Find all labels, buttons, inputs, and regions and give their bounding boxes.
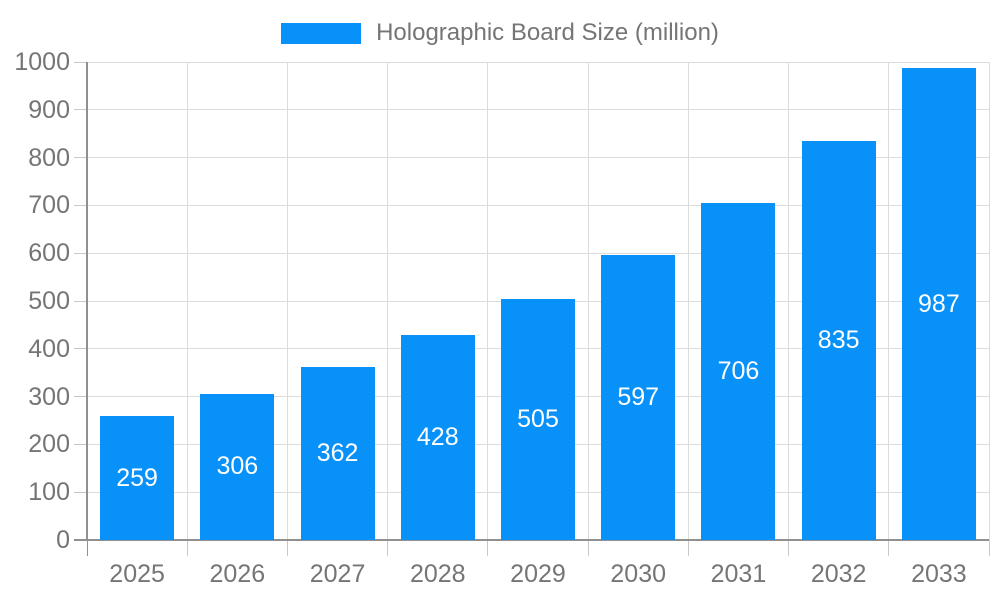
bar-value-label: 987 bbox=[918, 289, 960, 318]
x-axis-tick bbox=[487, 540, 489, 556]
bar-value-label: 259 bbox=[116, 463, 158, 492]
y-axis-label: 1000 bbox=[14, 48, 70, 76]
gridline bbox=[87, 252, 989, 254]
legend[interactable]: Holographic Board Size (million) bbox=[0, 16, 1000, 50]
bar-value-label: 428 bbox=[416, 423, 459, 452]
gridline bbox=[888, 62, 890, 540]
x-axis-label: 2026 bbox=[209, 560, 266, 588]
x-axis-label: 2033 bbox=[911, 560, 967, 588]
y-axis-line bbox=[86, 62, 88, 540]
x-axis-tick bbox=[186, 540, 188, 556]
bar-value-label: 505 bbox=[517, 404, 559, 433]
y-axis-tick bbox=[74, 204, 87, 206]
gridline bbox=[87, 204, 989, 206]
bar-2030[interactable]: 597 bbox=[601, 254, 676, 540]
bar-value-label: 306 bbox=[216, 452, 259, 481]
bar-2033[interactable]: 987 bbox=[901, 68, 976, 540]
y-axis-label: 300 bbox=[28, 382, 70, 411]
y-axis-label: 600 bbox=[28, 239, 70, 268]
x-axis-label: 2031 bbox=[710, 560, 767, 588]
gridline bbox=[687, 62, 689, 540]
bar-value-label: 706 bbox=[717, 356, 760, 385]
legend-label: Holographic Board Size (million) bbox=[376, 19, 719, 46]
x-axis-label: 2032 bbox=[810, 560, 867, 588]
x-axis-label: 2030 bbox=[610, 560, 667, 588]
x-axis-label: 2027 bbox=[309, 560, 366, 588]
y-axis-tick bbox=[74, 300, 87, 302]
x-axis-line bbox=[74, 539, 989, 541]
x-axis-tick bbox=[888, 540, 890, 556]
y-axis-tick bbox=[74, 443, 87, 445]
gridline bbox=[87, 109, 989, 111]
y-axis-label: 700 bbox=[28, 191, 70, 220]
gridline bbox=[186, 62, 188, 540]
bar-2029[interactable]: 505 bbox=[501, 298, 575, 540]
y-axis-label: 500 bbox=[28, 287, 70, 315]
x-axis-tick bbox=[687, 540, 689, 556]
x-axis-tick bbox=[587, 540, 589, 556]
bar-value-label: 362 bbox=[316, 438, 359, 467]
gridline bbox=[286, 62, 288, 540]
x-axis-tick bbox=[988, 540, 990, 556]
bar-2027[interactable]: 362 bbox=[300, 366, 375, 540]
gridline bbox=[87, 61, 989, 63]
gridline bbox=[87, 157, 989, 159]
x-axis-tick bbox=[788, 540, 790, 556]
gridline bbox=[487, 62, 489, 540]
x-axis-label: 2028 bbox=[409, 560, 466, 588]
x-axis-tick bbox=[86, 540, 88, 556]
y-axis-tick bbox=[74, 491, 87, 493]
y-axis-tick bbox=[74, 348, 87, 350]
gridline bbox=[988, 62, 990, 540]
x-axis-tick bbox=[286, 540, 288, 556]
y-axis-tick bbox=[74, 396, 87, 398]
gridline bbox=[587, 62, 589, 540]
y-axis-label: 0 bbox=[56, 526, 70, 554]
y-axis-label: 900 bbox=[28, 95, 70, 124]
bar-value-label: 597 bbox=[617, 382, 660, 411]
x-axis-label: 2029 bbox=[510, 560, 566, 588]
y-axis-label: 400 bbox=[28, 334, 70, 363]
y-axis-tick bbox=[74, 157, 87, 159]
gridline bbox=[387, 62, 389, 540]
x-axis-tick bbox=[387, 540, 389, 556]
y-axis-tick bbox=[74, 109, 87, 111]
legend-swatch-icon bbox=[281, 22, 362, 44]
gridline bbox=[788, 62, 790, 540]
y-axis-label: 800 bbox=[28, 143, 70, 172]
y-axis-label: 100 bbox=[28, 478, 70, 507]
bar-2032[interactable]: 835 bbox=[801, 140, 876, 540]
y-axis-label: 200 bbox=[28, 430, 70, 459]
bar-2031[interactable]: 706 bbox=[701, 202, 776, 540]
bar-value-label: 835 bbox=[817, 325, 860, 354]
x-axis-label: 2025 bbox=[109, 560, 165, 588]
bar-2026[interactable]: 306 bbox=[200, 393, 275, 540]
y-axis-tick bbox=[74, 61, 87, 63]
bar-2025[interactable]: 259 bbox=[100, 416, 175, 540]
y-axis-tick bbox=[74, 252, 87, 254]
bar-2028[interactable]: 428 bbox=[400, 335, 475, 540]
